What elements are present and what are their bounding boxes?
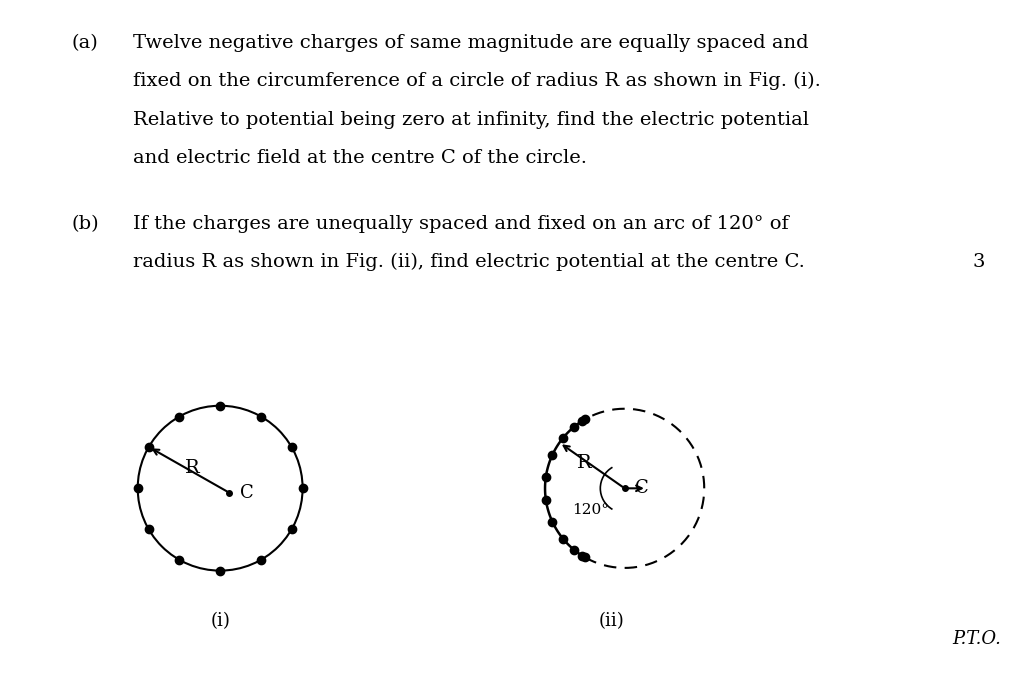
Text: P.T.O.: P.T.O. xyxy=(952,630,1001,648)
Text: fixed on the circumference of a circle of radius R as shown in Fig. (i).: fixed on the circumference of a circle o… xyxy=(133,72,821,90)
Text: 3: 3 xyxy=(973,253,985,271)
Text: Relative to potential being zero at infinity, find the electric potential: Relative to potential being zero at infi… xyxy=(133,111,809,129)
Text: C: C xyxy=(241,484,254,502)
Text: (a): (a) xyxy=(72,34,98,52)
Text: 120°: 120° xyxy=(572,504,609,518)
Text: Twelve negative charges of same magnitude are equally spaced and: Twelve negative charges of same magnitud… xyxy=(133,34,809,52)
Text: and electric field at the centre C of the circle.: and electric field at the centre C of th… xyxy=(133,149,587,167)
Text: R: R xyxy=(185,459,200,477)
Text: (ii): (ii) xyxy=(598,612,625,630)
Text: (b): (b) xyxy=(72,215,99,233)
Text: radius R as shown in Fig. (ii), find electric potential at the centre C.: radius R as shown in Fig. (ii), find ele… xyxy=(133,253,805,271)
Text: R: R xyxy=(578,454,592,472)
Text: C: C xyxy=(635,479,649,497)
Text: If the charges are unequally spaced and fixed on an arc of 120° of: If the charges are unequally spaced and … xyxy=(133,215,788,233)
Text: (i): (i) xyxy=(210,612,230,630)
